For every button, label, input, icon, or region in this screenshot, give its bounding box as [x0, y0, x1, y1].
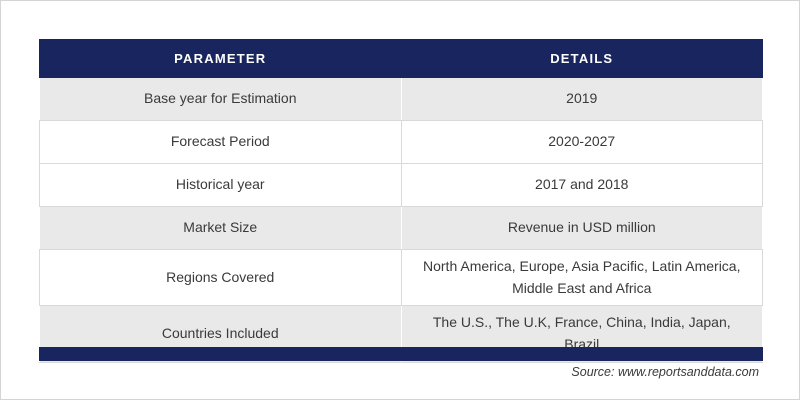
parameter-cell: Market Size [39, 206, 402, 250]
table-row: Regions Covered North America, Europe, A… [39, 248, 763, 307]
report-scope-table: PARAMETER DETAILS Base year for Estimati… [39, 39, 763, 363]
table-header: PARAMETER DETAILS [39, 39, 763, 78]
details-cell: 2019 [400, 77, 763, 121]
details-cell: 2020-2027 [400, 120, 763, 164]
table-row: Historical year 2017 and 2018 [39, 163, 763, 207]
table-row: Market Size Revenue in USD million [39, 206, 763, 250]
table-footer-bar [39, 347, 763, 361]
table-body: Base year for Estimation 2019 Forecast P… [39, 77, 763, 363]
details-cell: 2017 and 2018 [400, 163, 763, 207]
details-cell: Revenue in USD million [400, 206, 763, 250]
details-cell: North America, Europe, Asia Pacific, Lat… [400, 248, 763, 307]
parameter-cell: Regions Covered [39, 248, 402, 307]
header-cell-details: DETAILS [400, 39, 763, 78]
header-cell-parameter: PARAMETER [39, 39, 402, 78]
header-row: PARAMETER DETAILS [39, 39, 763, 78]
table-row: Forecast Period 2020-2027 [39, 120, 763, 164]
parameter-cell: Base year for Estimation [39, 77, 402, 121]
source-attribution: Source: www.reportsanddata.com [571, 365, 759, 379]
table-row: Base year for Estimation 2019 [39, 77, 763, 121]
parameter-cell: Forecast Period [39, 120, 402, 164]
parameter-cell: Historical year [39, 163, 402, 207]
